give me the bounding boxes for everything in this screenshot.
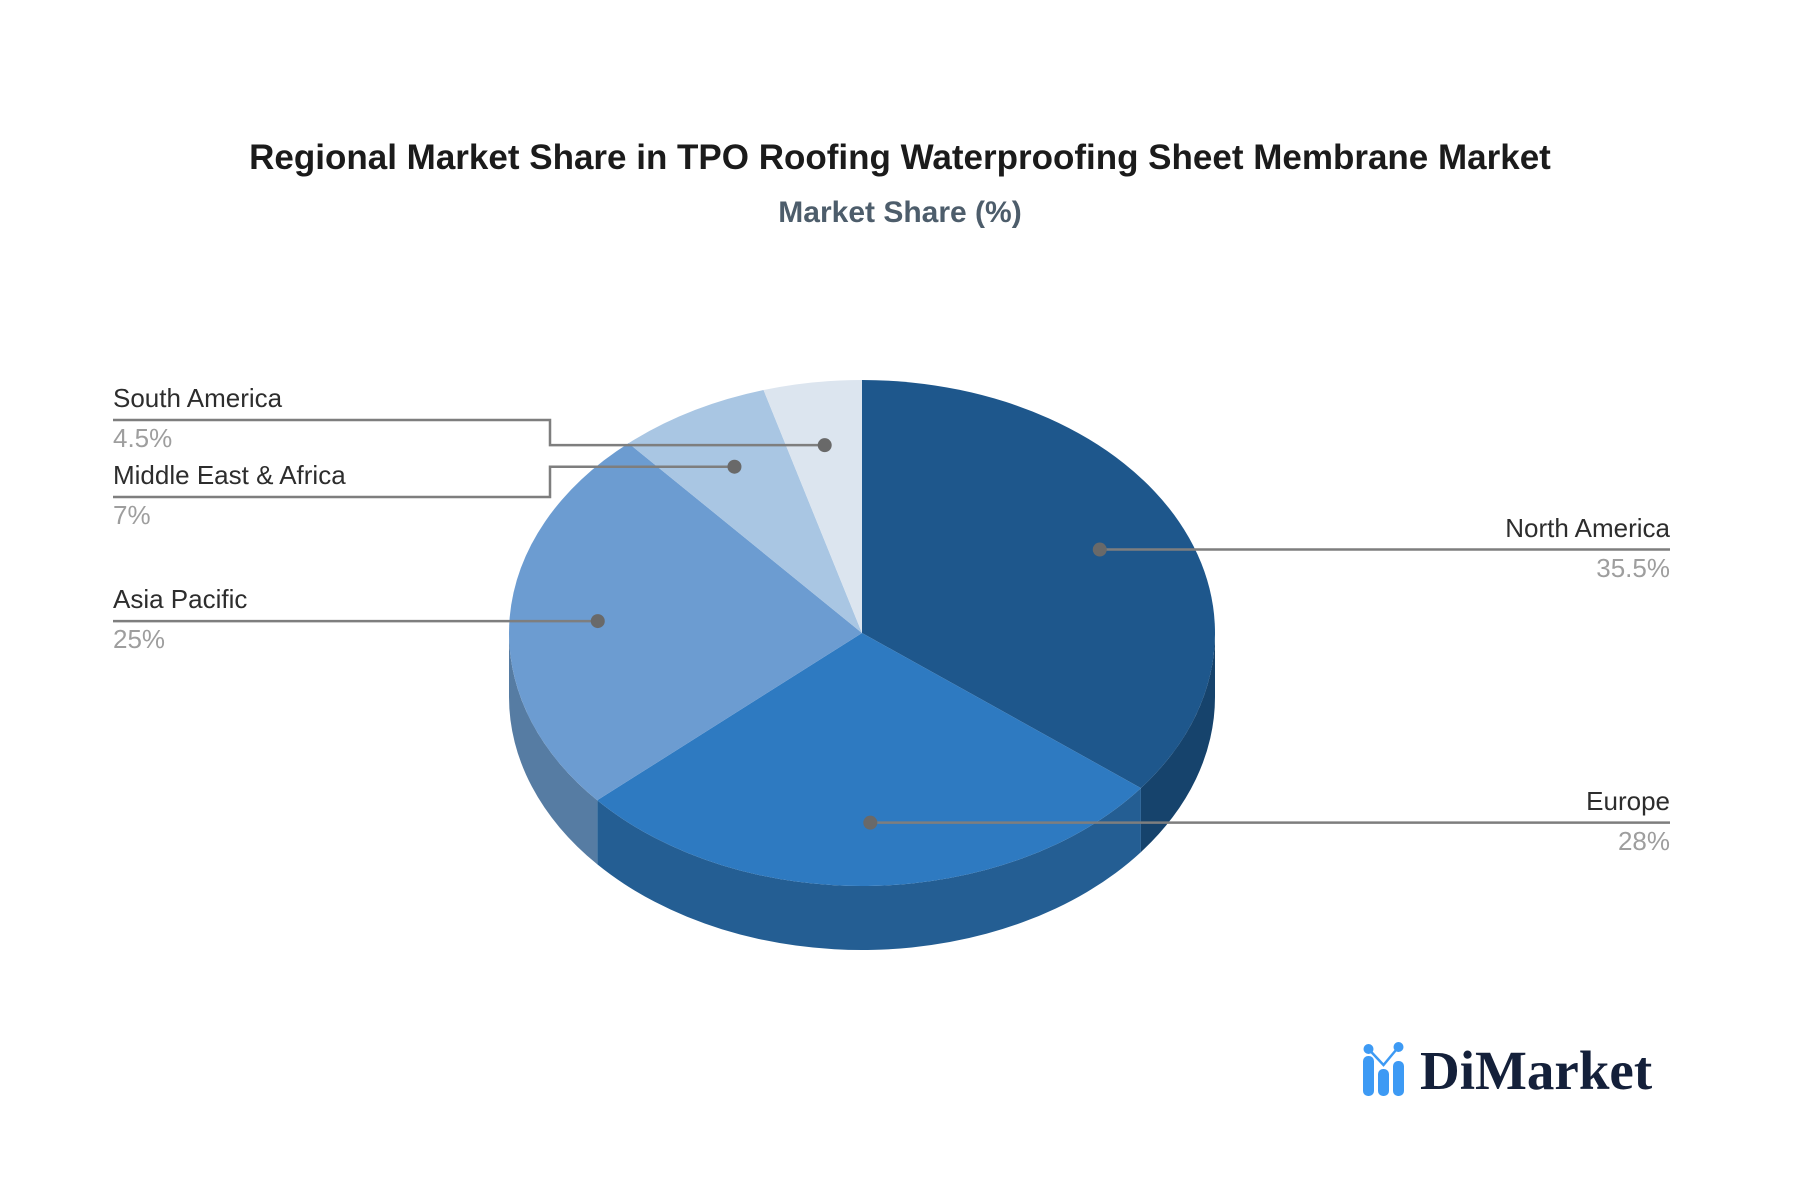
callout-asia-pacific: Asia Pacific 25%: [113, 584, 673, 655]
callout-dot-middle-east-africa: [727, 459, 742, 474]
callout-middle-east-africa: Middle East & Africa 7%: [113, 460, 673, 531]
logo-zigzag-line: [1367, 1046, 1400, 1067]
callout-line-middle-east-africa: [113, 465, 735, 499]
pie-slice-asia-pacific: [509, 443, 862, 801]
callout-dot-asia-pacific: [590, 614, 605, 629]
slice-label: Middle East & Africa: [113, 460, 346, 490]
callout-dot-south-america: [817, 438, 832, 453]
slice-value: 4.5%: [113, 423, 173, 453]
callout-dot-north-america: [1092, 542, 1107, 557]
pie-slice-side-north-america: [1140, 633, 1215, 853]
callout-dot-europe: [863, 815, 878, 830]
pie-slice-side-asia-pacific: [509, 633, 598, 865]
slice-label: Asia Pacific: [113, 584, 248, 615]
callout-europe: Europe 28%: [1110, 786, 1670, 857]
pie-slice-side-europe: [597, 788, 1141, 950]
slice-value: 7%: [113, 500, 151, 530]
slice-label: South America: [113, 383, 283, 413]
slice-label: Europe: [1586, 785, 1670, 816]
slice-value: 35.5%: [1596, 552, 1670, 583]
pie-slice-middle-east-africa: [628, 390, 862, 633]
pie-slice-south-america: [763, 380, 862, 633]
slice-value: 25%: [113, 624, 166, 655]
slice-value: 28%: [1617, 825, 1670, 856]
slice-label: North America: [1505, 512, 1670, 543]
callout-south-america: South America 4.5%: [113, 383, 673, 454]
callout-line-south-america: [113, 418, 825, 447]
brand-logo: DiMarket: [1363, 1042, 1652, 1100]
brand-name: DiMarket: [1420, 1040, 1653, 1101]
bar-chart-logo-icon: [1363, 1042, 1404, 1096]
chart-title: Regional Market Share in TPO Roofing Wat…: [249, 138, 1551, 177]
callout-north-america: North America 35.5%: [1110, 513, 1670, 584]
pie-slice-north-america: [862, 380, 1216, 789]
chart-subtitle: Market Share (%): [778, 196, 1022, 229]
